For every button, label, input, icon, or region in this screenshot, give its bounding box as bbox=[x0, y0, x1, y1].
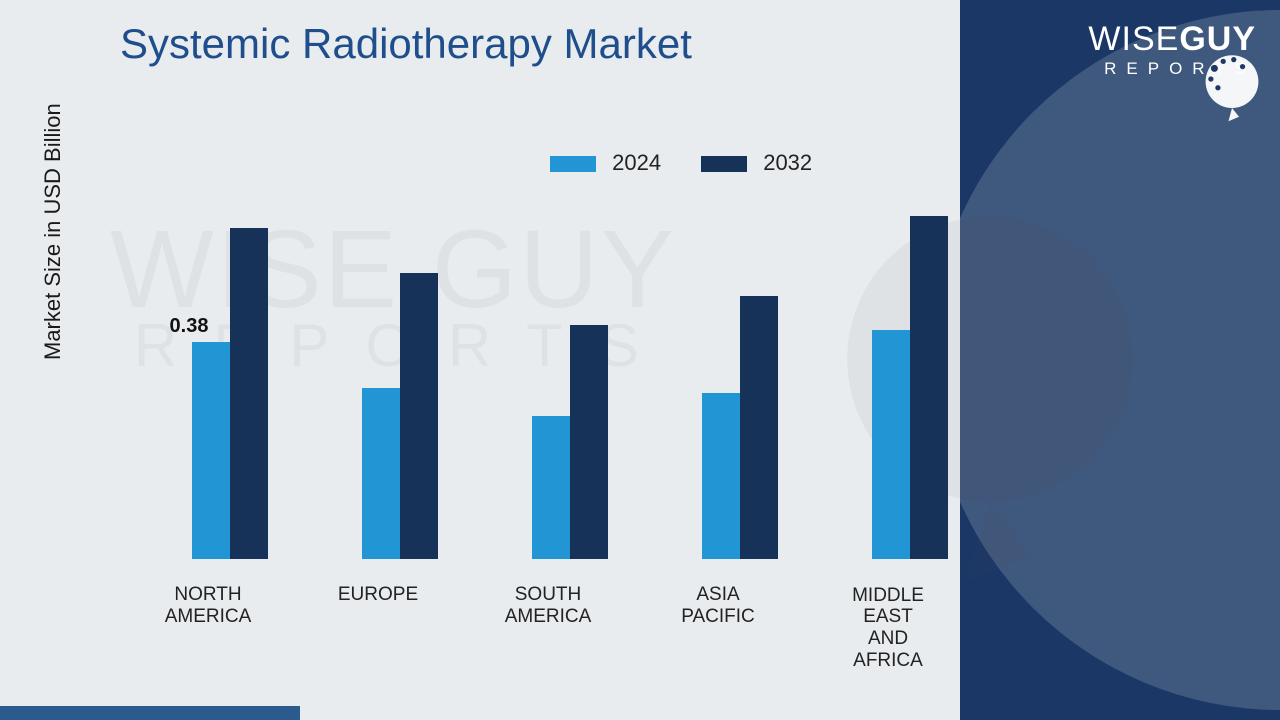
bar-2024 bbox=[702, 393, 740, 559]
category-label: NORTHAMERICA bbox=[138, 584, 278, 628]
bar-2024 bbox=[872, 330, 910, 559]
logo-word-wise: WISE bbox=[1088, 20, 1179, 58]
bar-2024 bbox=[532, 416, 570, 559]
bar-2032 bbox=[400, 273, 438, 559]
bar-2032 bbox=[910, 216, 948, 559]
y-axis-label: Market Size in USD Billion bbox=[40, 103, 66, 360]
bar-2024 bbox=[192, 342, 230, 559]
bar-group bbox=[850, 216, 970, 559]
category-label: EUROPE bbox=[308, 584, 448, 606]
bar-2032 bbox=[230, 228, 268, 559]
bottom-accent-bar bbox=[0, 706, 300, 720]
category-label: ASIAPACIFIC bbox=[648, 584, 788, 628]
chart-area: Market Size in USD Billion 2024 2032 0.3… bbox=[70, 130, 970, 690]
bar-value-label: 0.38 bbox=[170, 315, 209, 338]
chart-title: Systemic Radiotherapy Market bbox=[120, 20, 692, 68]
logo-head-icon bbox=[1188, 42, 1276, 130]
page: WISEGUY REPORTS Systemic Radiotherapy Ma… bbox=[0, 0, 1280, 720]
category-label: SOUTHAMERICA bbox=[478, 584, 618, 628]
brand-logo: WISEGUY REPORTS bbox=[1088, 22, 1256, 77]
bar-2032 bbox=[740, 296, 778, 559]
category-label: MIDDLEEASTANDAFRICA bbox=[818, 585, 958, 672]
bar-group bbox=[680, 296, 800, 559]
bar-group bbox=[340, 273, 460, 559]
bar-group bbox=[510, 325, 630, 559]
plot-area: 0.38 bbox=[110, 160, 960, 560]
bar-group bbox=[170, 228, 290, 559]
bar-2024 bbox=[362, 388, 400, 559]
bar-2032 bbox=[570, 325, 608, 559]
